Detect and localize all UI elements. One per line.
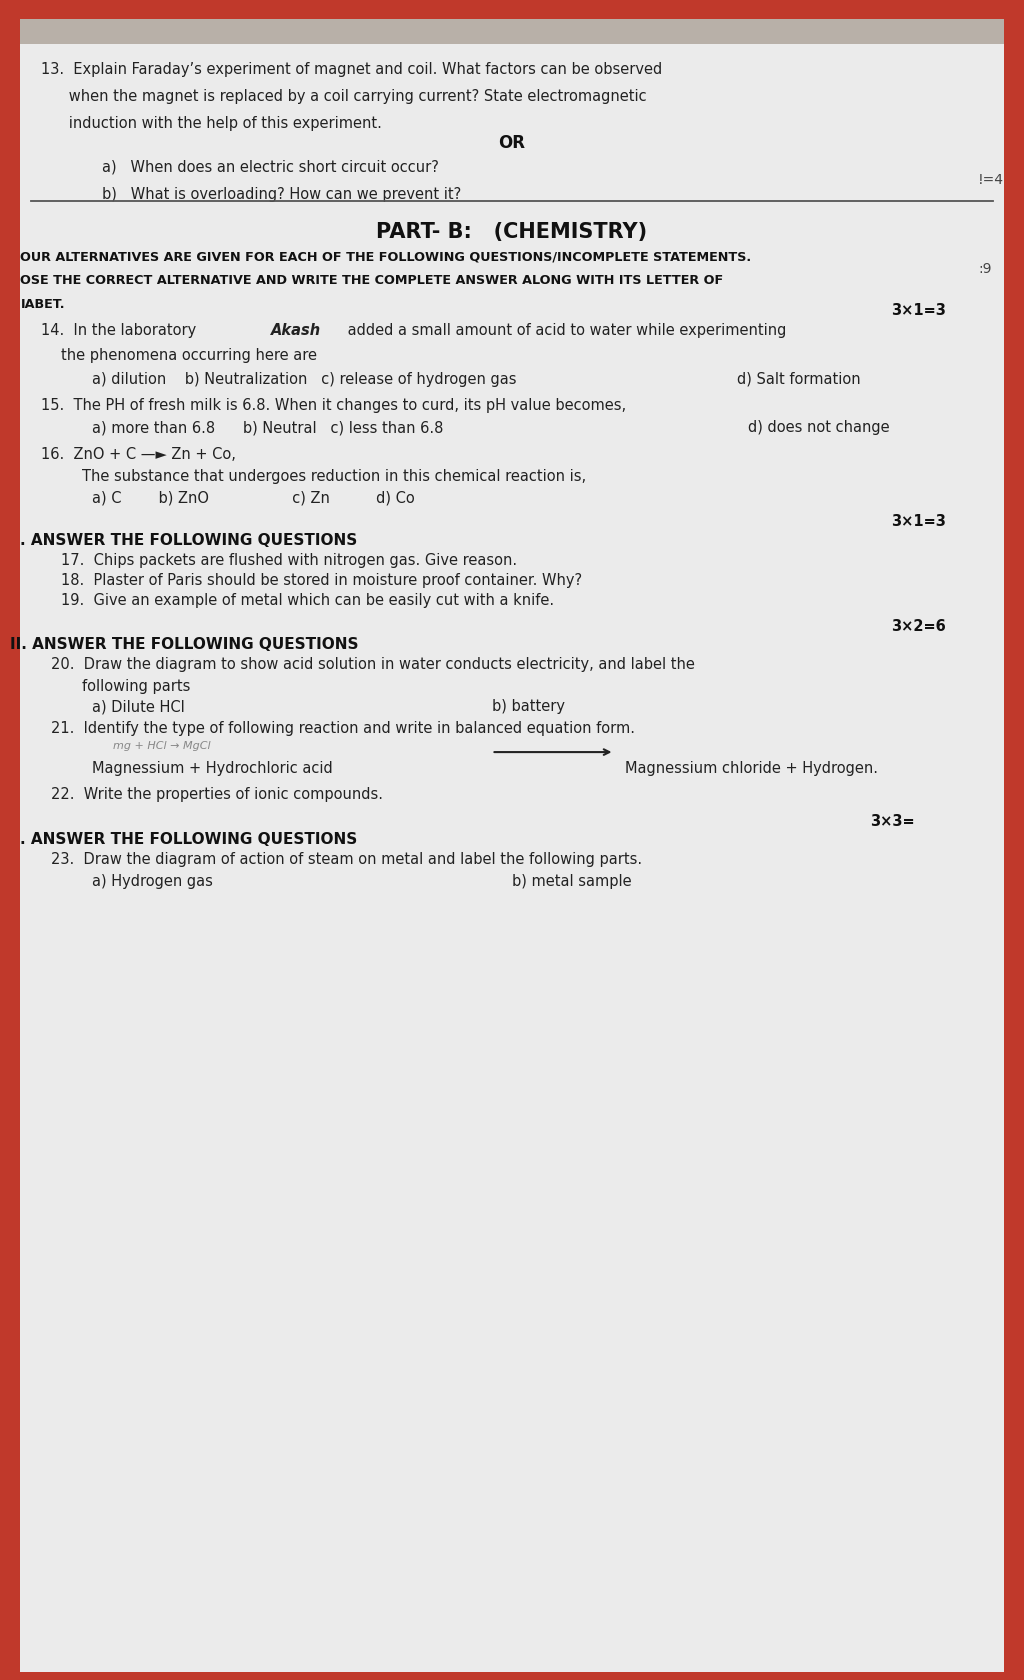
Text: d) Salt formation: d) Salt formation [737, 371, 861, 386]
Text: 18.  Plaster of Paris should be stored in moisture proof container. Why?: 18. Plaster of Paris should be stored in… [61, 573, 583, 588]
Text: . ANSWER THE FOLLOWING QUESTIONS: . ANSWER THE FOLLOWING QUESTIONS [20, 832, 357, 847]
Text: IABET.: IABET. [20, 297, 65, 311]
Text: Magnessium chloride + Hydrogen.: Magnessium chloride + Hydrogen. [625, 761, 878, 776]
Text: 17.  Chips packets are flushed with nitrogen gas. Give reason.: 17. Chips packets are flushed with nitro… [61, 553, 517, 568]
Text: . ANSWER THE FOLLOWING QUESTIONS: . ANSWER THE FOLLOWING QUESTIONS [20, 533, 357, 548]
Text: !=4: !=4 [978, 173, 1004, 186]
Text: mg + HCl → MgCl: mg + HCl → MgCl [113, 741, 210, 751]
Text: Akash: Akash [271, 323, 322, 338]
Text: 3×3=: 3×3= [870, 813, 915, 828]
Text: 23.  Draw the diagram of action of steam on metal and label the following parts.: 23. Draw the diagram of action of steam … [51, 852, 642, 867]
Text: 22.  Write the properties of ionic compounds.: 22. Write the properties of ionic compou… [51, 786, 383, 801]
Text: 21.  Identify the type of following reaction and write in balanced equation form: 21. Identify the type of following react… [51, 721, 635, 736]
Text: a) more than 6.8      b) Neutral   c) less than 6.8: a) more than 6.8 b) Neutral c) less than… [92, 420, 443, 435]
Text: 20.  Draw the diagram to show acid solution in water conducts electricity, and l: 20. Draw the diagram to show acid soluti… [51, 657, 695, 672]
Text: OR: OR [499, 134, 525, 153]
Text: 3×1=3: 3×1=3 [891, 302, 946, 318]
Text: when the magnet is replaced by a coil carrying current? State electromagnetic: when the magnet is replaced by a coil ca… [41, 89, 646, 104]
Text: a) dilution    b) Neutralization   c) release of hydrogen gas: a) dilution b) Neutralization c) release… [92, 371, 517, 386]
Text: b)   What is overloading? How can we prevent it?: b) What is overloading? How can we preve… [102, 186, 462, 202]
Text: a) Dilute HCl: a) Dilute HCl [92, 699, 185, 714]
Text: Magnessium + Hydrochloric acid: Magnessium + Hydrochloric acid [92, 761, 333, 776]
Text: 13.  Explain Faraday’s experiment of magnet and coil. What factors can be observ: 13. Explain Faraday’s experiment of magn… [41, 62, 663, 77]
Text: following parts: following parts [82, 679, 190, 694]
Text: II. ANSWER THE FOLLOWING QUESTIONS: II. ANSWER THE FOLLOWING QUESTIONS [10, 637, 358, 652]
Text: 3×2=6: 3×2=6 [891, 618, 945, 633]
Text: 15.  The PH of fresh milk is 6.8. When it changes to curd, its pH value becomes,: 15. The PH of fresh milk is 6.8. When it… [41, 398, 626, 413]
Text: PART- B:   (CHEMISTRY): PART- B: (CHEMISTRY) [377, 222, 647, 242]
Text: a) C        b) ZnO                  с) Zn          d) Co: a) C b) ZnO с) Zn d) Co [92, 491, 415, 506]
Text: d) does not change: d) does not change [748, 420, 889, 435]
Text: a) Hydrogen gas: a) Hydrogen gas [92, 874, 213, 889]
Text: a)   When does an electric short circuit occur?: a) When does an electric short circuit o… [102, 160, 439, 175]
Text: 3×1=3: 3×1=3 [891, 514, 946, 529]
Text: OSE THE CORRECT ALTERNATIVE AND WRITE THE COMPLETE ANSWER ALONG WITH ITS LETTER : OSE THE CORRECT ALTERNATIVE AND WRITE TH… [20, 274, 724, 287]
Text: induction with the help of this experiment.: induction with the help of this experime… [41, 116, 382, 131]
Text: 19.  Give an example of metal which can be easily cut with a knife.: 19. Give an example of metal which can b… [61, 593, 555, 608]
Text: b) metal sample: b) metal sample [512, 874, 632, 889]
Text: 16.  ZnO + C —► Zn + Co,: 16. ZnO + C —► Zn + Co, [41, 447, 236, 462]
Text: 14.  In the laboratory: 14. In the laboratory [41, 323, 201, 338]
Text: b) battery: b) battery [492, 699, 564, 714]
Text: added a small amount of acid to water while experimenting: added a small amount of acid to water wh… [343, 323, 786, 338]
Bar [20, 20, 1004, 45]
Text: OUR ALTERNATIVES ARE GIVEN FOR EACH OF THE FOLLOWING QUESTIONS/INCOMPLETE STATEM: OUR ALTERNATIVES ARE GIVEN FOR EACH OF T… [20, 250, 752, 264]
Text: :9: :9 [978, 262, 991, 276]
Text: The substance that undergoes reduction in this chemical reaction is,: The substance that undergoes reduction i… [82, 469, 586, 484]
Text: the phenomena occurring here are: the phenomena occurring here are [61, 348, 317, 363]
